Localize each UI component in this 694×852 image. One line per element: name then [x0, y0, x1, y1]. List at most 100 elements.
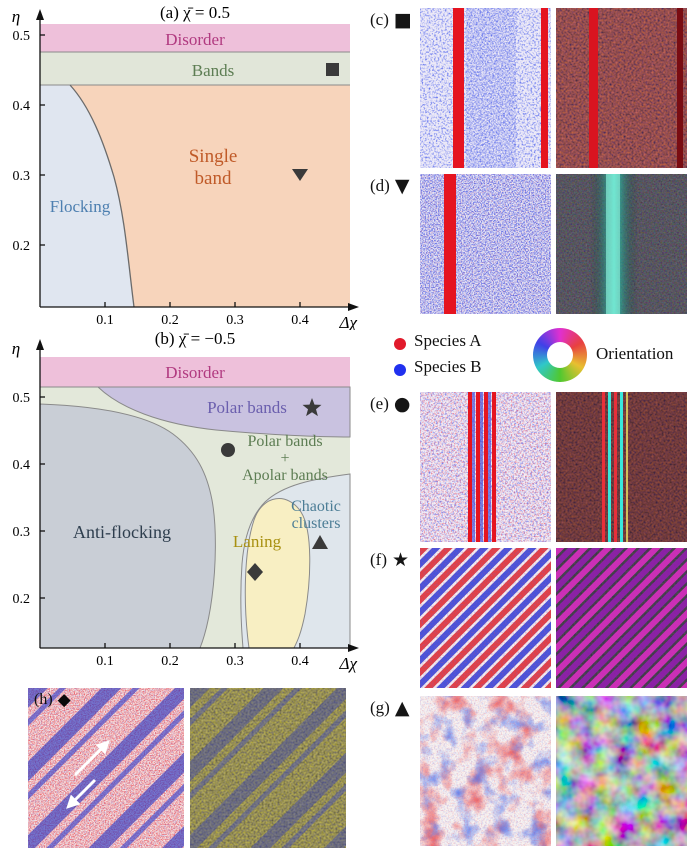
noise-layer — [556, 696, 687, 846]
xtick-b-1: 0.2 — [161, 654, 179, 669]
y-axis-label-a: η — [12, 7, 20, 26]
ytick-b-2: 0.3 — [13, 525, 31, 540]
panel-h-letter: (h) — [34, 691, 53, 708]
region-label-polar-apolar-line1: Polar bands — [247, 433, 322, 450]
marker-circle-b — [221, 443, 235, 457]
orientation-color-wheel-icon — [533, 328, 587, 382]
panel-g-letter: (g) — [370, 698, 390, 717]
region-label-disorder-b: Disorder — [165, 363, 225, 382]
region-label-polar-bands-b: Polar bands — [207, 398, 287, 417]
species-b-dot-icon — [394, 364, 406, 376]
region-flocking-a — [40, 85, 134, 307]
y-axis-arrow-b — [36, 339, 44, 350]
regions-b — [39, 357, 351, 649]
circle-marker-icon: ● — [393, 393, 411, 415]
panel-c-label: (c) ■ — [370, 10, 412, 31]
phase-diagram-a: (a) χ̄ = 0.5 η Δχ 0.5 0.4 0.3 0.2 0.1 0.… — [12, 3, 359, 330]
snapshot-d-species — [420, 174, 551, 314]
snapshot-g-species — [420, 696, 551, 846]
snapshot-h-species — [28, 688, 184, 848]
xtick-a-0: 0.1 — [96, 313, 114, 328]
lane-direction-arrows — [66, 740, 110, 809]
region-label-laning-b: Laning — [233, 532, 282, 551]
snapshot-f-orientation — [556, 548, 687, 688]
region-label-polar-apolar-line2: + — [280, 450, 289, 467]
panel-f-label: (f) ★ — [370, 550, 409, 571]
legend: Species A Species B Orientation — [368, 326, 694, 388]
region-disorder-b — [40, 357, 350, 387]
panel-e-letter: (e) — [370, 394, 389, 413]
species-a-dot-icon — [394, 338, 406, 350]
band-stripes — [590, 174, 638, 314]
x-axis-arrow-b — [348, 644, 359, 652]
xtick-b-0: 0.1 — [96, 654, 114, 669]
x-axis-label-a: Δχ — [339, 313, 358, 330]
region-polar-bands-b — [96, 386, 351, 438]
square-marker-icon: ■ — [393, 9, 412, 31]
band-stripes — [468, 392, 496, 542]
noise-layer — [28, 688, 184, 848]
region-laning-b — [244, 498, 311, 649]
panel-d-letter: (d) — [370, 176, 390, 195]
x-axis-label-b: Δχ — [339, 654, 358, 673]
region-label-single-band-line2: band — [195, 168, 232, 189]
panel-c-letter: (c) — [370, 10, 389, 29]
band-stripes — [589, 8, 683, 168]
region-label-flocking-a: Flocking — [50, 197, 111, 216]
noise-layer — [420, 696, 551, 846]
boundary-flocking-singleband-a — [69, 84, 135, 308]
region-bands-a — [40, 52, 350, 85]
y-axis-arrow-a — [36, 9, 44, 20]
snapshot-f-species — [420, 548, 551, 688]
regions-a — [40, 24, 350, 308]
ytick-a-0: 0.5 — [13, 29, 31, 44]
y-axis-label-b: η — [12, 339, 20, 358]
diamond-marker-icon: ◆ — [57, 690, 71, 710]
ytick-a-3: 0.2 — [13, 239, 31, 254]
region-label-polar-apolar-line3: Apolar bands — [242, 467, 328, 484]
snapshot-e-species — [420, 392, 551, 542]
band-stripes — [602, 392, 628, 542]
ytick-a-1: 0.4 — [13, 99, 31, 114]
region-label-bands-a: Bands — [192, 61, 235, 80]
region-anti-flocking-b — [39, 403, 216, 649]
marker-diamond-b — [247, 563, 263, 581]
noise-layer — [556, 8, 687, 168]
band-stripes — [444, 174, 456, 314]
noise-layer — [420, 174, 551, 314]
ytick-b-3: 0.2 — [13, 592, 31, 607]
snapshot-c-orientation — [556, 8, 687, 168]
ytick-a-2: 0.3 — [13, 169, 31, 184]
xtick-a-2: 0.3 — [226, 313, 244, 328]
region-disorder-a — [40, 24, 350, 52]
panel-b-title: (b) χ̄ = −0.5 — [155, 330, 236, 348]
marker-star-b — [302, 398, 322, 417]
snapshot-h-orientation — [190, 688, 346, 848]
x-axis-arrow-a — [348, 303, 359, 311]
xtick-a-3: 0.4 — [291, 313, 309, 328]
panel-e-label: (e) ● — [370, 394, 410, 415]
region-label-single-band-line1: Single — [189, 146, 238, 167]
band-stripes — [453, 8, 548, 168]
orientation-label: Orientation — [596, 344, 674, 363]
xtick-a-1: 0.2 — [161, 313, 179, 328]
snapshot-e-orientation — [556, 392, 687, 542]
snapshot-g-orientation — [556, 696, 687, 846]
ytick-b-0: 0.5 — [13, 391, 31, 406]
region-label-disorder-a: Disorder — [165, 30, 225, 49]
color-wheel-hole — [547, 342, 573, 368]
noise-layer — [420, 548, 551, 688]
xtick-b-2: 0.3 — [226, 654, 244, 669]
panel-h-label: (h) ◆ — [34, 691, 71, 710]
phase-diagram-b: (b) χ̄ = −0.5 η Δχ 0.5 0.4 0.3 0.2 0.1 0… — [12, 330, 359, 673]
axes-b — [39, 346, 352, 649]
star-marker-icon: ★ — [391, 549, 410, 571]
noise-layer — [420, 8, 551, 168]
diagonal-stripes — [556, 548, 687, 688]
region-label-anti-flocking-b: Anti-flocking — [73, 522, 171, 542]
species-a-label: Species A — [414, 331, 482, 350]
marker-triangle-up-b — [312, 535, 328, 549]
triangle-up-marker-icon: ▲ — [394, 697, 410, 719]
triangle-down-marker-icon: ▼ — [394, 175, 410, 197]
